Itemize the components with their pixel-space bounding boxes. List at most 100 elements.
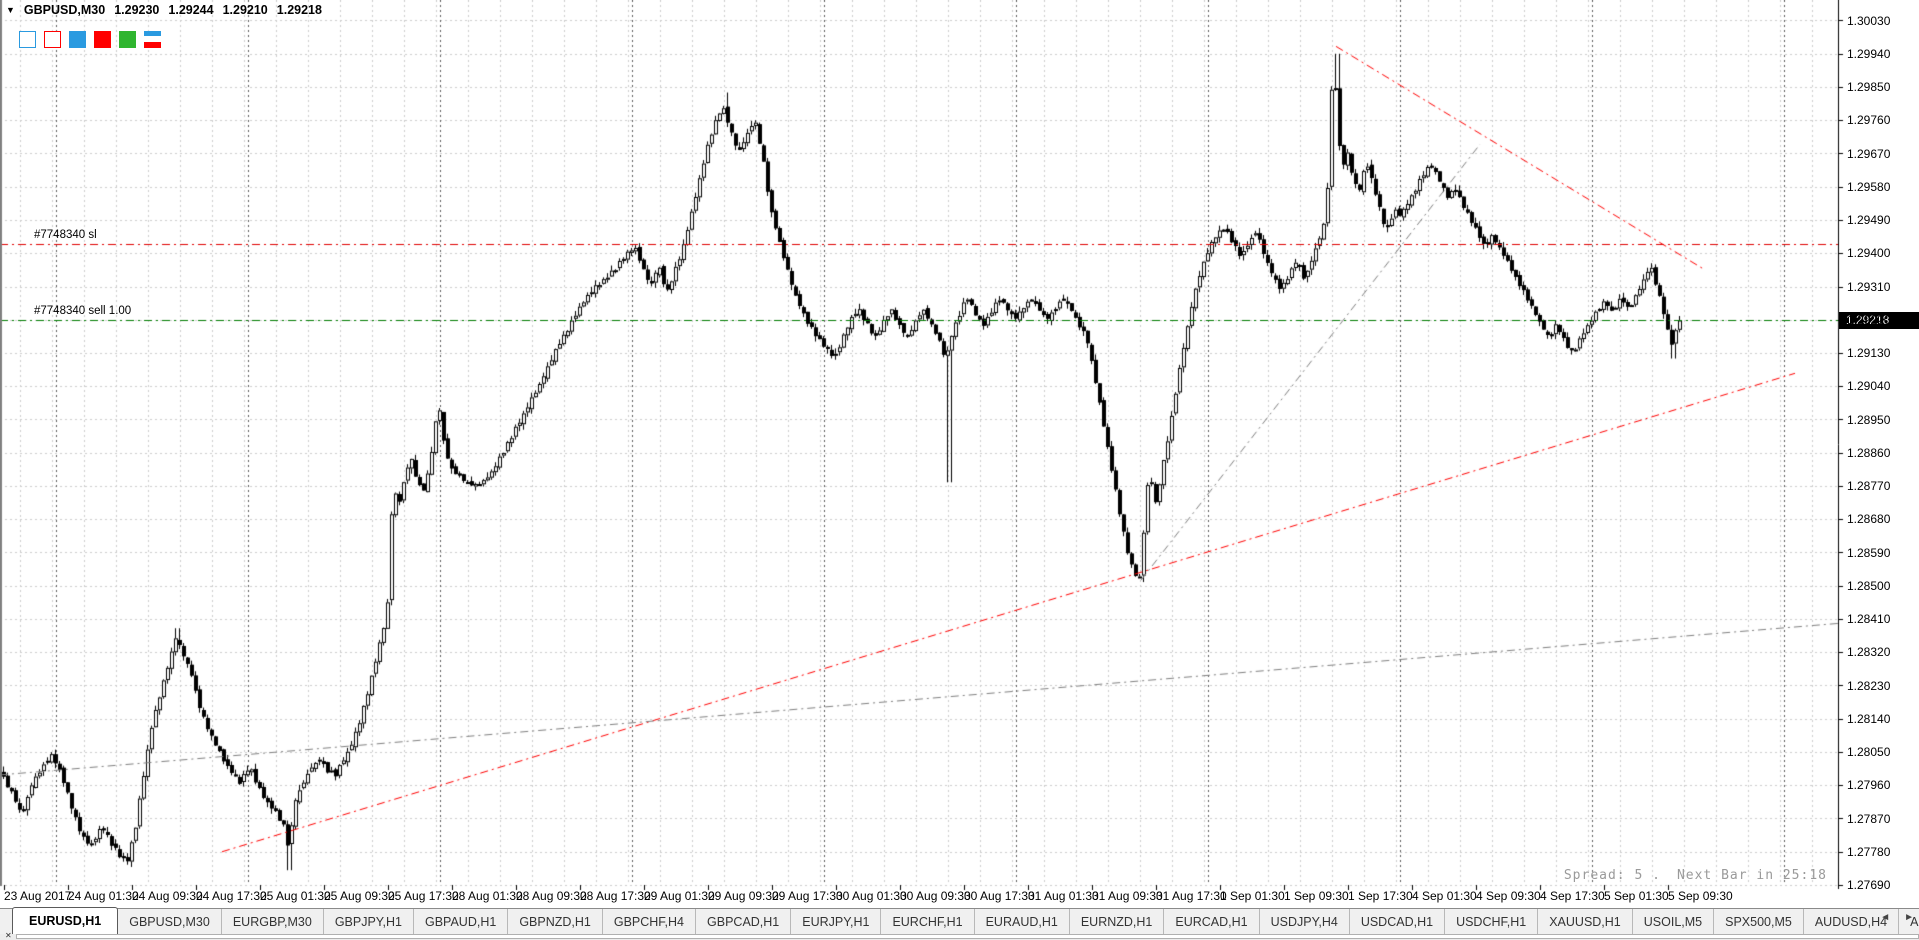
chart-tab[interactable]: GBPUSD,M30 [129, 914, 210, 929]
color-swatch-row [19, 31, 161, 48]
x-marker-icon: ✕ [5, 931, 12, 940]
stop-loss-line-label[interactable]: #7748340 sl [34, 229, 97, 241]
chart-tab[interactable]: GBPCAD,H1 [695, 909, 790, 934]
time-tick-label: 29 Aug 17:30 [772, 889, 843, 903]
price-tick-label: 1.29670 [1847, 146, 1891, 161]
time-tick-label: 29 Aug 09:30 [708, 889, 779, 903]
tab-scroll-arrows: ◄ ► [1880, 912, 1914, 923]
quote-low: 1.29210 [222, 3, 268, 17]
time-tick-label: 28 Aug 01:30 [452, 889, 523, 903]
chart-tab[interactable]: GBPCHF,H4 [601, 909, 695, 934]
time-tick-label: 30 Aug 09:30 [900, 889, 971, 903]
chart-tab[interactable]: USDCAD,H1 [1348, 909, 1444, 934]
price-tick-label: 1.28230 [1847, 678, 1891, 693]
quote-bar: ▼ GBPUSD,M30 1.29230 1.29244 1.29210 1.2… [6, 3, 322, 17]
price-tick-label: 1.27690 [1847, 878, 1891, 892]
chart-tab[interactable]: XAUUSD,H1 [1537, 909, 1632, 934]
color-swatch-green-filled[interactable] [119, 31, 136, 48]
time-tick-label: 24 Aug 01:30 [68, 889, 139, 903]
time-tick-label: 29 Aug 01:30 [644, 889, 715, 903]
time-tick-label: 31 Aug 17:30 [1156, 889, 1227, 903]
price-tick-label: 1.29040 [1847, 379, 1891, 394]
time-tick-label: 5 Sep 01:30 [1604, 889, 1669, 903]
price-tick-label: 1.28590 [1847, 545, 1891, 560]
price-tick-label: 1.27960 [1847, 778, 1891, 793]
bottom-strip: ✕ [0, 931, 1919, 940]
chart-tab[interactable]: EURNZD,H1 [1068, 909, 1164, 934]
spread-indicator: Spread: 5 . Next Bar in 25:18 [1564, 868, 1827, 883]
bottom-field[interactable] [16, 934, 1919, 939]
time-tick-label: 31 Aug 01:30 [1028, 889, 1099, 903]
price-tick-label: 1.30030 [1847, 13, 1891, 28]
chart-tab[interactable]: EURJPY,H1 [790, 909, 880, 934]
price-tick-label: 1.28320 [1847, 645, 1891, 660]
spread-value: Spread: 5 . [1563, 868, 1661, 883]
time-tick-label: 1 Sep 01:30 [1220, 889, 1285, 903]
price-tick-label: 1.28500 [1847, 578, 1891, 593]
chart-tab[interactable]: USOIL,M5 [1631, 909, 1713, 934]
chart-tab[interactable]: GBPJPY,H1 [322, 909, 413, 934]
quote-high: 1.29244 [168, 3, 214, 17]
chart-tab[interactable]: AUDNZD,H1 [1898, 909, 1919, 934]
time-tick-label: 5 Sep 09:30 [1668, 889, 1733, 903]
color-swatch-red-filled[interactable] [94, 31, 111, 48]
chart-tab[interactable]: GBPNZD,H1 [507, 909, 602, 934]
time-tick-label: 4 Sep 01:30 [1412, 889, 1477, 903]
time-tick-label: 30 Aug 17:30 [964, 889, 1035, 903]
time-tick-label: 28 Aug 09:30 [516, 889, 587, 903]
symbol-period-label: GBPUSD,M30 [23, 3, 106, 17]
time-tick-label: 4 Sep 09:30 [1476, 889, 1541, 903]
color-swatch-blue-red-stripes[interactable] [144, 31, 161, 48]
sell-position-line-label[interactable]: #7748340 sell 1.00 [34, 305, 132, 318]
chart-tab[interactable]: SPX500,M5 [1713, 909, 1803, 934]
color-swatch-blue-outline[interactable] [19, 31, 36, 48]
price-tick-label: 1.29850 [1847, 80, 1891, 94]
time-tick-label: 28 Aug 17:30 [580, 889, 651, 903]
time-tick-label: 24 Aug 09:30 [132, 889, 203, 903]
price-tick-label: 1.28860 [1847, 445, 1891, 460]
time-tick-label: 31 Aug 09:30 [1092, 889, 1163, 903]
price-tick-label: 1.28050 [1847, 745, 1891, 759]
time-tick-label: 4 Sep 17:30 [1540, 889, 1605, 903]
time-tick-label: 24 Aug 17:30 [196, 889, 267, 903]
price-tick-label: 1.29220 [1847, 312, 1891, 327]
price-tick-label: 1.29580 [1847, 179, 1891, 194]
price-tick-label: 1.29310 [1847, 279, 1891, 294]
chevron-down-icon[interactable]: ▼ [6, 5, 15, 15]
price-chart-canvas[interactable] [0, 0, 1919, 908]
chart-tab[interactable]: AUDUSD,H4 [1802, 909, 1898, 934]
price-tick-label: 1.28410 [1847, 612, 1891, 626]
next-bar-countdown: Next Bar in 25:18 [1676, 868, 1827, 883]
price-tick-label: 1.29130 [1847, 346, 1891, 360]
price-tick-label: 1.29490 [1847, 213, 1891, 227]
price-tick-label: 1.29760 [1847, 113, 1891, 128]
chart-tab[interactable]: EURCHF,H1 [880, 909, 973, 934]
chart-tab[interactable]: GBPAUD,H1 [412, 909, 507, 934]
chart-tab[interactable]: EURCAD,H1 [1163, 909, 1258, 934]
color-swatch-blue-filled[interactable] [69, 31, 86, 48]
time-tick-label: 1 Sep 09:30 [1284, 889, 1349, 903]
quote-close: 1.29218 [276, 3, 322, 17]
price-tick-label: 1.28770 [1847, 479, 1891, 493]
price-tick-label: 1.27870 [1847, 811, 1891, 826]
price-tick-label: 1.27780 [1847, 844, 1891, 859]
time-tick-label: 1 Sep 17:30 [1348, 889, 1413, 903]
chart-tab[interactable]: USDCHF,H1 [1444, 909, 1537, 934]
chart-tab[interactable]: EURGBP,M30 [220, 909, 323, 934]
chart-tab[interactable]: EURAUD,H1 [973, 909, 1069, 934]
chart-tab[interactable]: USDJPY,H4 [1258, 909, 1349, 934]
color-swatch-red-outline[interactable] [44, 31, 61, 48]
chart-tab[interactable]: EURUSD,H1 [12, 906, 119, 935]
time-tick-label: 25 Aug 17:30 [388, 889, 459, 903]
time-tick-label: 25 Aug 09:30 [324, 889, 395, 903]
time-tick-label: 30 Aug 01:30 [836, 889, 907, 903]
price-tick-label: 1.28140 [1847, 711, 1891, 726]
tab-scroll-right-icon[interactable]: ► [1904, 912, 1914, 923]
time-tick-label: 23 Aug 2017 [4, 889, 72, 903]
time-tick-label: 25 Aug 01:30 [260, 889, 331, 903]
quote-open: 1.29230 [114, 3, 160, 17]
price-tick-label: 1.29400 [1847, 246, 1891, 261]
chart-tab-bar: EURUSD,H1 GBPUSD,M30 EURGBP,M30 GBPJPY,H1 GB… [0, 906, 1919, 935]
tab-scroll-left-icon[interactable]: ◄ [1880, 912, 1891, 923]
